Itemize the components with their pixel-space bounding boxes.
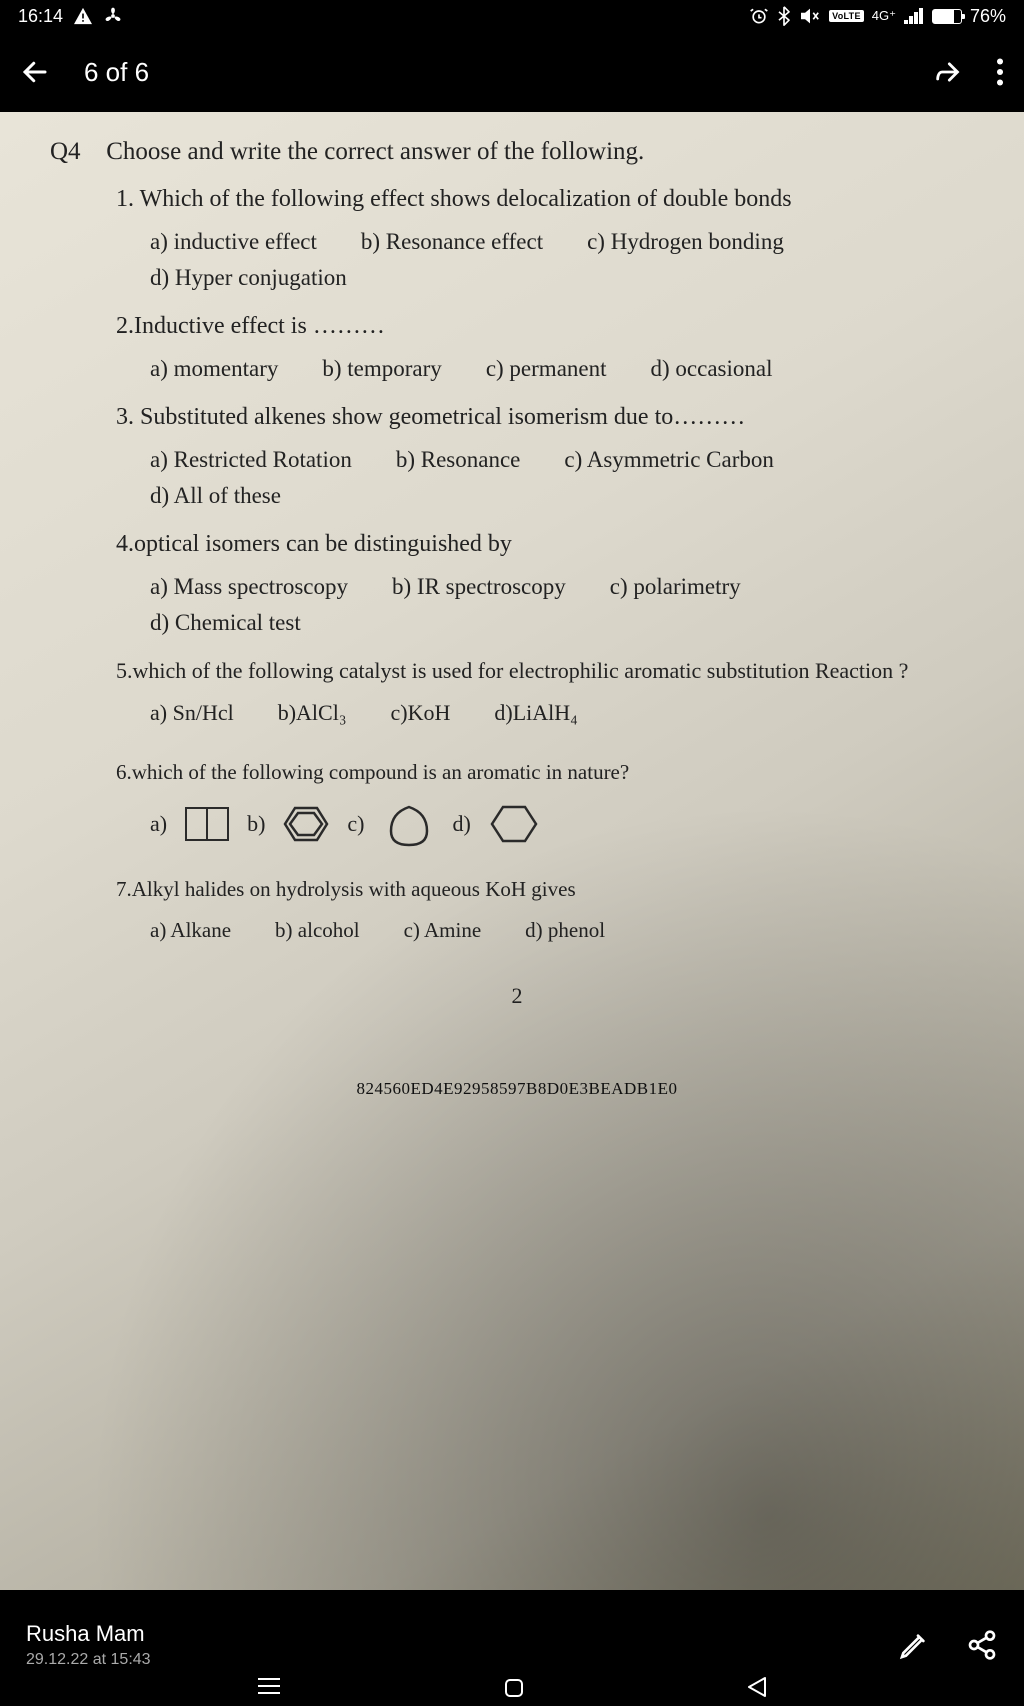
q2-opt-a: a) momentary — [150, 356, 278, 382]
status-bar: 16:14 VoLTE 4G⁺ 76% — [0, 0, 1024, 32]
q7-stem: 7.Alkyl halides on hydrolysis with aqueo… — [116, 877, 984, 902]
sender-name: Rusha Mam — [26, 1621, 151, 1647]
q6-structure-a-icon — [185, 807, 229, 841]
q6-structure-d-icon — [489, 802, 539, 846]
question-4: 4.optical isomers can be distinguished b… — [116, 531, 984, 636]
q5-opt-b: b)AlCl₃ — [278, 700, 347, 726]
q3-opt-d: d) All of these — [150, 483, 281, 509]
q6-opt-c-label: c) — [347, 811, 364, 837]
q-heading-text: Choose and write the correct answer of t… — [106, 138, 644, 165]
q5-opt-a: a) Sn/Hcl — [150, 700, 234, 726]
q1-stem: 1. Which of the following effect shows d… — [116, 186, 984, 213]
q7-opt-b: b) alcohol — [275, 918, 360, 943]
more-icon[interactable] — [996, 58, 1004, 86]
system-nav — [0, 1676, 1024, 1700]
q2-opt-c: c) permanent — [486, 356, 607, 382]
network-label: 4G⁺ — [872, 8, 896, 24]
q7-opt-a: a) Alkane — [150, 918, 231, 943]
q6-structure-b-icon — [283, 804, 329, 844]
question-2: 2.Inductive effect is ……… a) momentary b… — [116, 313, 984, 382]
q5-opt-d: d)LiAlH₄ — [494, 700, 577, 726]
document-id: 824560ED4E92958597B8D0E3BEADB1E0 — [50, 1079, 984, 1099]
q4-opt-c: c) polarimetry — [610, 574, 741, 600]
signal-icon — [904, 8, 924, 24]
back-icon[interactable] — [20, 57, 50, 87]
q1-opt-a: a) inductive effect — [150, 229, 317, 255]
nav-recent-icon[interactable] — [256, 1676, 282, 1700]
question-7: 7.Alkyl halides on hydrolysis with aqueo… — [116, 877, 984, 943]
document-image[interactable]: Q4 Choose and write the correct answer o… — [0, 112, 1024, 1590]
q1-opt-b: b) Resonance effect — [361, 229, 543, 255]
battery-fill — [933, 10, 954, 23]
q-number: Q4 — [50, 138, 100, 166]
q6-stem: 6.which of the following compound is an … — [116, 760, 984, 785]
warning-icon — [73, 7, 93, 25]
page-number: 2 — [50, 983, 984, 1009]
q2-stem: 2.Inductive effect is ……… — [116, 313, 984, 340]
app-bar: 6 of 6 — [0, 32, 1024, 112]
q1-opt-d: d) Hyper conjugation — [150, 265, 347, 291]
q4-stem: 4.optical isomers can be distinguished b… — [116, 531, 984, 558]
volume-mute-icon — [799, 7, 821, 25]
question-1: 1. Which of the following effect shows d… — [116, 186, 984, 291]
q2-opt-d: d) occasional — [651, 356, 773, 382]
question-heading: Q4 Choose and write the correct answer o… — [50, 138, 984, 166]
volte-badge: VoLTE — [829, 10, 864, 22]
sender-timestamp: 29.12.22 at 15:43 — [26, 1651, 151, 1669]
q7-opt-c: c) Amine — [404, 918, 482, 943]
q3-opt-c: c) Asymmetric Carbon — [564, 447, 774, 473]
q4-opt-d: d) Chemical test — [150, 610, 301, 636]
q4-opt-b: b) IR spectroscopy — [392, 574, 566, 600]
q7-opt-d: d) phenol — [525, 918, 605, 943]
q2-opt-b: b) temporary — [322, 356, 441, 382]
sender-block: Rusha Mam 29.12.22 at 15:43 — [26, 1621, 151, 1669]
q3-stem: 3. Substituted alkenes show geometrical … — [116, 404, 984, 431]
q5-opt-c: c)KoH — [391, 700, 451, 726]
q6-structure-c-icon — [383, 801, 435, 847]
q1-opt-c: c) Hydrogen bonding — [587, 229, 784, 255]
page-counter: 6 of 6 — [84, 57, 149, 88]
status-time: 16:14 — [18, 6, 63, 27]
q6-opt-a-label: a) — [150, 811, 167, 837]
q3-opt-b: b) Resonance — [396, 447, 521, 473]
fan-icon — [103, 6, 123, 26]
forward-icon[interactable] — [932, 58, 962, 86]
q4-opt-a: a) Mass spectroscopy — [150, 574, 348, 600]
q3-opt-a: a) Restricted Rotation — [150, 447, 352, 473]
q6-opt-b-label: b) — [247, 811, 265, 837]
nav-back-icon[interactable] — [746, 1676, 768, 1700]
edit-icon[interactable] — [898, 1629, 930, 1661]
q6-opt-d-label: d) — [453, 811, 471, 837]
battery-icon — [932, 9, 962, 24]
q5-stem: 5.which of the following catalyst is use… — [116, 658, 984, 684]
battery-percent: 76% — [970, 6, 1006, 27]
share-icon[interactable] — [966, 1629, 998, 1661]
nav-home-icon[interactable] — [502, 1676, 526, 1700]
question-5: 5.which of the following catalyst is use… — [116, 658, 984, 726]
alarm-icon — [749, 6, 769, 26]
bluetooth-icon — [777, 6, 791, 26]
question-6: 6.which of the following compound is an … — [116, 760, 984, 847]
question-3: 3. Substituted alkenes show geometrical … — [116, 404, 984, 509]
